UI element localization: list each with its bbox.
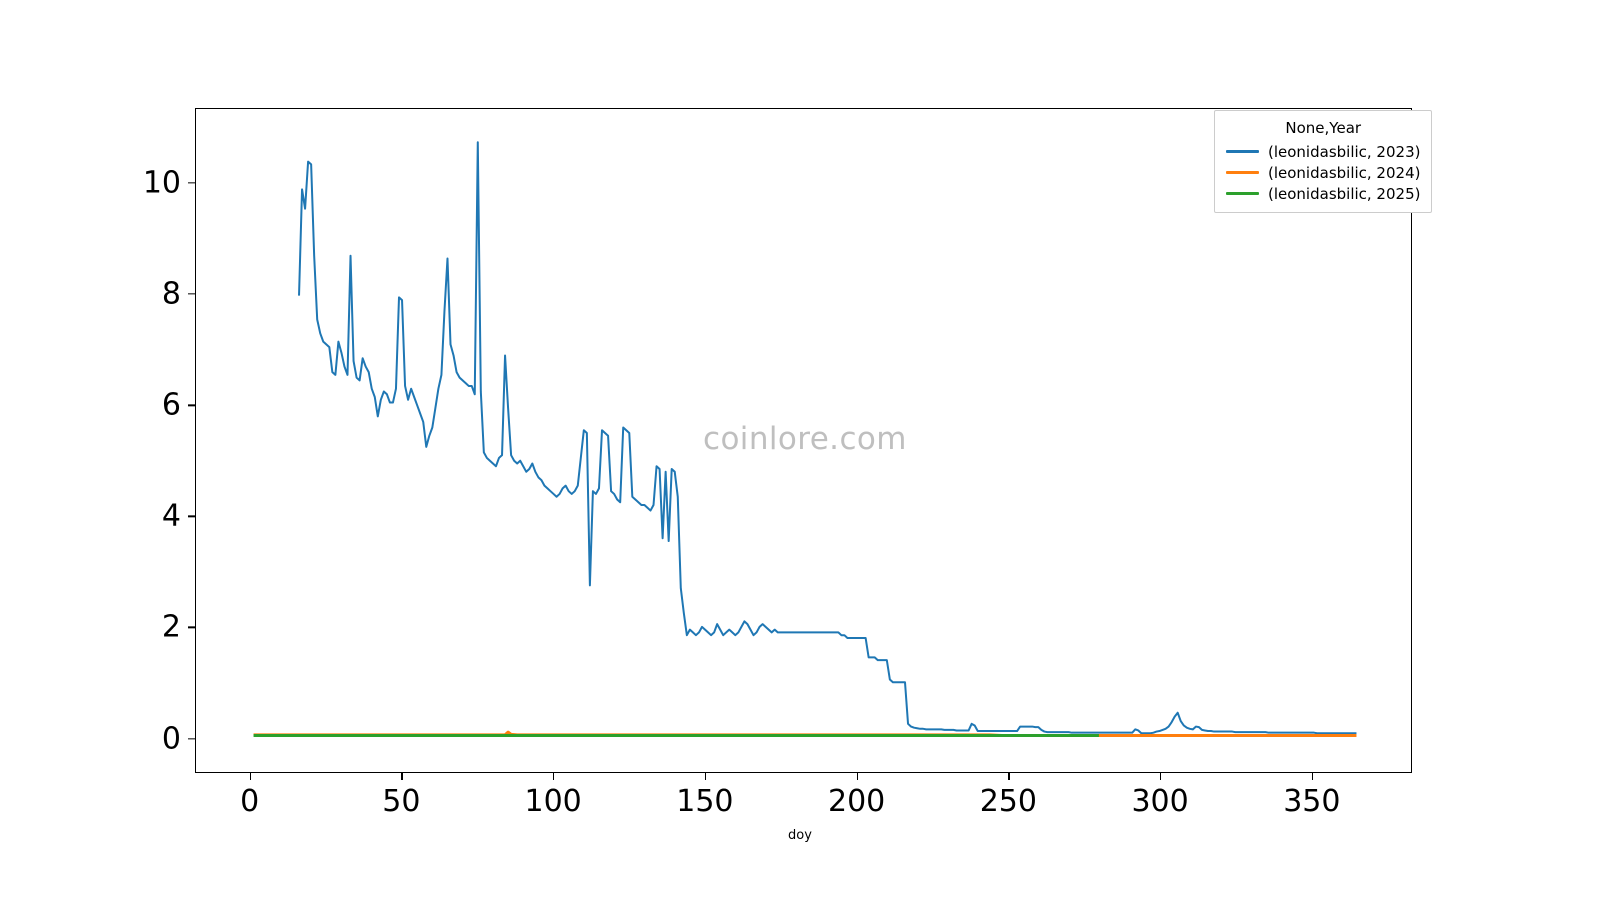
legend-color-swatch: [1226, 150, 1259, 153]
y-tick-mark: [188, 293, 195, 295]
x-tick-mark: [553, 773, 555, 780]
y-tick-label: 6: [161, 387, 181, 423]
legend-entries: (leonidasbilic, 2023) (leonidasbilic, 202…: [1226, 141, 1420, 204]
x-tick-label: 200: [827, 784, 886, 819]
x-tick-label: 150: [676, 784, 734, 819]
x-tick-mark: [704, 773, 707, 780]
plot-axes: [195, 108, 1412, 773]
legend-color-swatch: [1226, 171, 1259, 174]
x-tick-label: 100: [524, 784, 582, 819]
y-tick-label: 8: [161, 276, 181, 312]
legend-label: (leonidasbilic, 2025): [1268, 184, 1421, 203]
x-tick-mark: [1311, 773, 1314, 780]
y-tick-mark: [188, 626, 195, 629]
legend-label: (leonidasbilic, 2023): [1268, 142, 1421, 161]
legend-entry[interactable]: (leonidasbilic, 2024): [1226, 162, 1420, 183]
y-tick-label: 2: [161, 609, 181, 645]
legend-label: (leonidasbilic, 2024): [1268, 163, 1421, 182]
x-tick-mark: [1008, 773, 1010, 780]
legend: None,Year (leonidasbilic, 2023) (leonidas…: [1214, 110, 1433, 213]
x-tick-label: 300: [1131, 784, 1189, 819]
watermark: coinlore.com: [703, 421, 907, 457]
y-tick-mark: [188, 515, 195, 517]
y-tick-mark: [188, 182, 195, 184]
x-tick-label: 350: [1283, 784, 1341, 819]
y-tick-label: 0: [161, 721, 181, 757]
series-line: [299, 142, 1356, 733]
legend-entry[interactable]: (leonidasbilic, 2023): [1226, 141, 1420, 162]
x-tick-label: 50: [382, 784, 421, 819]
y-tick-mark: [188, 737, 195, 740]
legend-entry[interactable]: (leonidasbilic, 2025): [1226, 183, 1420, 204]
legend-color-swatch: [1226, 192, 1259, 195]
plot-canvas: [196, 109, 1411, 772]
y-tick-mark: [188, 404, 195, 406]
x-axis-label: doy: [788, 828, 812, 843]
x-tick-mark: [401, 773, 403, 780]
x-tick-label: 0: [240, 784, 260, 819]
x-tick-mark: [249, 773, 251, 780]
x-tick-label: 250: [979, 784, 1037, 819]
y-tick-label: 4: [161, 498, 181, 534]
y-tick-label: 10: [142, 165, 181, 201]
x-tick-mark: [856, 773, 858, 780]
legend-title: None,Year: [1285, 119, 1362, 137]
x-tick-mark: [1160, 773, 1162, 780]
